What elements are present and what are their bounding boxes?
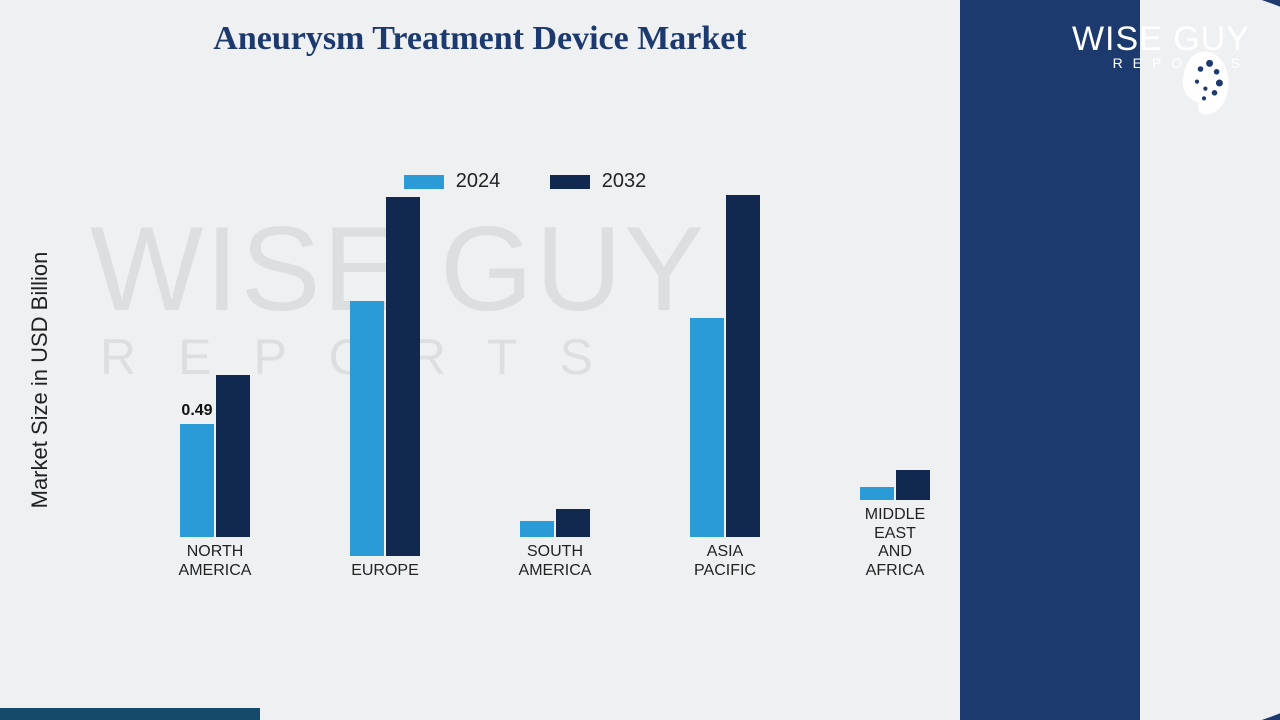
bar xyxy=(726,195,760,537)
bar-group: ASIA PACIFIC xyxy=(665,167,785,580)
category-label: NORTH AMERICA xyxy=(155,543,275,580)
category-label: ASIA PACIFIC xyxy=(665,543,785,580)
bar xyxy=(556,509,590,537)
y-axis-label: Market Size in USD Billion xyxy=(27,252,53,509)
bar xyxy=(386,197,420,555)
plot-area: 0.49 NORTH AMERICA EUROPE SOUTH AMERICA ASIA… xyxy=(100,160,950,580)
chart-canvas: WISE GUY REPORTS WISE GUY REPORTS Aneury… xyxy=(0,0,1280,720)
bar xyxy=(520,521,554,537)
bar xyxy=(860,487,894,501)
bars: 0.49 xyxy=(155,167,275,537)
bar-value-label: 0.49 xyxy=(181,402,212,420)
brand-block: WISE GUY REPORTS xyxy=(1072,20,1250,71)
category-label: EUROPE xyxy=(325,562,445,580)
bars xyxy=(495,167,615,537)
bar xyxy=(896,470,930,500)
bars xyxy=(325,186,445,556)
chart-title: Aneurysm Treatment Device Market xyxy=(0,20,960,58)
category-label: MIDDLE EAST AND AFRICA xyxy=(835,506,955,580)
bar xyxy=(690,318,724,538)
bars xyxy=(835,130,955,500)
footer-accent-bar xyxy=(0,708,260,720)
bars xyxy=(665,167,785,537)
bar xyxy=(180,424,214,537)
bar-group: MIDDLE EAST AND AFRICA xyxy=(835,130,955,580)
brand-head-icon xyxy=(1162,48,1232,118)
bar-group: 0.49 NORTH AMERICA xyxy=(155,167,275,580)
bar xyxy=(350,301,384,555)
bar xyxy=(216,375,250,537)
category-label: SOUTH AMERICA xyxy=(495,543,615,580)
bar-group: SOUTH AMERICA xyxy=(495,167,615,580)
bar-group: EUROPE xyxy=(325,186,445,580)
